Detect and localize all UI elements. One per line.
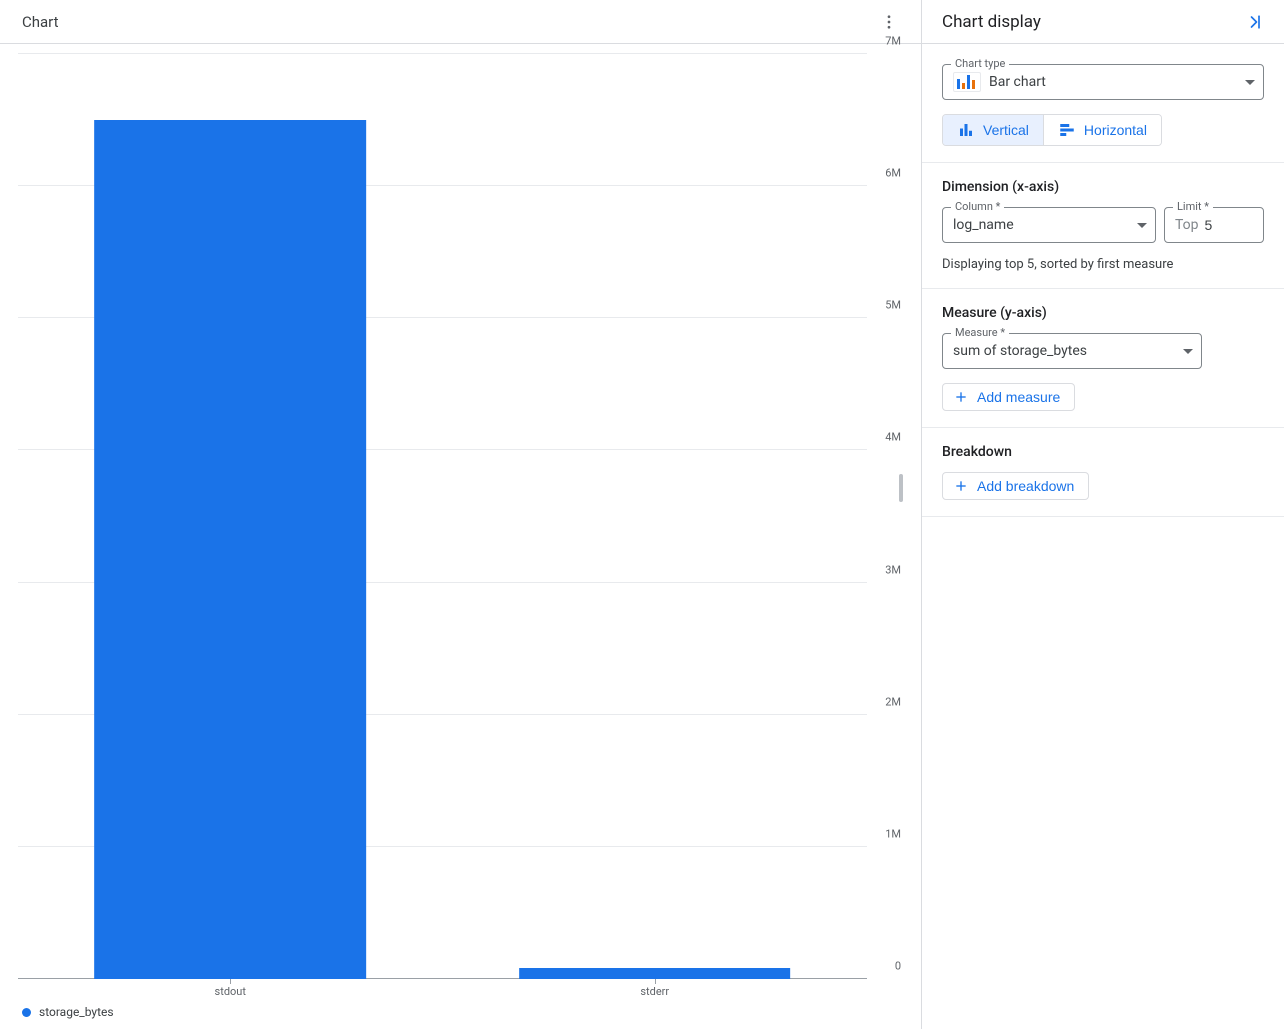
sidebar-body: Chart type Bar chart VerticalHorizontal …	[922, 44, 1284, 517]
plus-icon	[953, 389, 969, 405]
add-measure-button[interactable]: Add measure	[942, 383, 1075, 411]
dimension-limit-value[interactable]	[1203, 216, 1253, 234]
dimension-limit-input[interactable]: Limit * Top	[1164, 207, 1264, 243]
collapse-icon	[1244, 12, 1264, 32]
plus-icon	[953, 478, 969, 494]
y-tick-label: 4M	[885, 431, 901, 444]
y-tick-label: 3M	[885, 563, 901, 576]
scroll-indicator	[899, 474, 903, 502]
y-tick-label: 1M	[885, 827, 901, 840]
measure-value: sum of storage_bytes	[953, 343, 1177, 359]
measure-label: Measure *	[951, 326, 1009, 340]
bar[interactable]	[519, 968, 791, 979]
x-tick-label: stdout	[215, 979, 246, 998]
chart-header: Chart	[0, 0, 921, 44]
y-tick-label: 6M	[885, 167, 901, 180]
dimension-title: Dimension (x-axis)	[942, 179, 1264, 195]
add-measure-label: Add measure	[977, 389, 1060, 405]
chart-panel: Chart 01M2M3M4M5M6M7Mstdoutstderr storag…	[0, 0, 922, 1029]
measure-select[interactable]: Measure * sum of storage_bytes	[942, 333, 1202, 369]
horizontal-bars-icon	[1058, 121, 1076, 139]
y-tick-label: 5M	[885, 299, 901, 312]
chart-type-value: Bar chart	[989, 74, 1239, 90]
section-measure: Measure (y-axis) Measure * sum of storag…	[922, 305, 1284, 428]
more-vert-icon	[880, 13, 898, 31]
legend-label: storage_bytes	[39, 1005, 114, 1019]
orientation-vertical-button[interactable]: Vertical	[943, 115, 1043, 145]
dimension-column-label: Column *	[951, 200, 1004, 214]
orientation-horizontal-button[interactable]: Horizontal	[1043, 115, 1161, 145]
chart-body: 01M2M3M4M5M6M7Mstdoutstderr storage_byte…	[0, 44, 921, 1029]
sidebar-title: Chart display	[942, 12, 1240, 32]
vertical-bars-icon	[957, 121, 975, 139]
add-breakdown-label: Add breakdown	[977, 478, 1074, 494]
caret-down-icon	[1137, 223, 1147, 228]
dimension-column-select[interactable]: Column * log_name	[942, 207, 1156, 243]
chart-display-sidebar: Chart display Chart type Bar chart Verti…	[922, 0, 1284, 1029]
legend-swatch	[22, 1008, 31, 1017]
caret-down-icon	[1245, 80, 1255, 85]
plot-area: 01M2M3M4M5M6M7Mstdoutstderr	[18, 54, 867, 979]
gridline	[18, 53, 867, 54]
dimension-hint: Displaying top 5, sorted by first measur…	[942, 257, 1264, 272]
y-tick-label: 0	[895, 960, 901, 973]
section-dimension: Dimension (x-axis) Column * log_name Lim…	[922, 179, 1284, 289]
sidebar-header: Chart display	[922, 0, 1284, 44]
dimension-limit-placeholder: Top	[1175, 217, 1199, 233]
y-tick-label: 7M	[885, 35, 901, 48]
chart-type-label: Chart type	[951, 57, 1009, 71]
dimension-column-value: log_name	[953, 217, 1131, 233]
y-tick-label: 2M	[885, 695, 901, 708]
legend: storage_bytes	[18, 979, 903, 1025]
add-breakdown-button[interactable]: Add breakdown	[942, 472, 1089, 500]
dimension-limit-label: Limit *	[1173, 200, 1213, 214]
measure-title: Measure (y-axis)	[942, 305, 1264, 321]
chart-type-select[interactable]: Chart type Bar chart	[942, 64, 1264, 100]
breakdown-title: Breakdown	[942, 444, 1264, 460]
section-chart-type: Chart type Bar chart Vertical Horizontal	[922, 64, 1284, 163]
caret-down-icon	[1183, 349, 1193, 354]
chart-title: Chart	[22, 13, 873, 31]
collapse-sidebar-button[interactable]	[1240, 8, 1268, 36]
orientation-toggle: Vertical Horizontal	[942, 114, 1162, 146]
section-breakdown: Breakdown Add breakdown	[922, 444, 1284, 517]
bar-chart-icon	[953, 72, 981, 92]
more-options-button[interactable]	[873, 6, 905, 38]
orientation-label: Horizontal	[1084, 122, 1147, 138]
orientation-label: Vertical	[983, 122, 1029, 138]
x-tick-label: stderr	[640, 979, 669, 998]
bar[interactable]	[94, 120, 366, 979]
